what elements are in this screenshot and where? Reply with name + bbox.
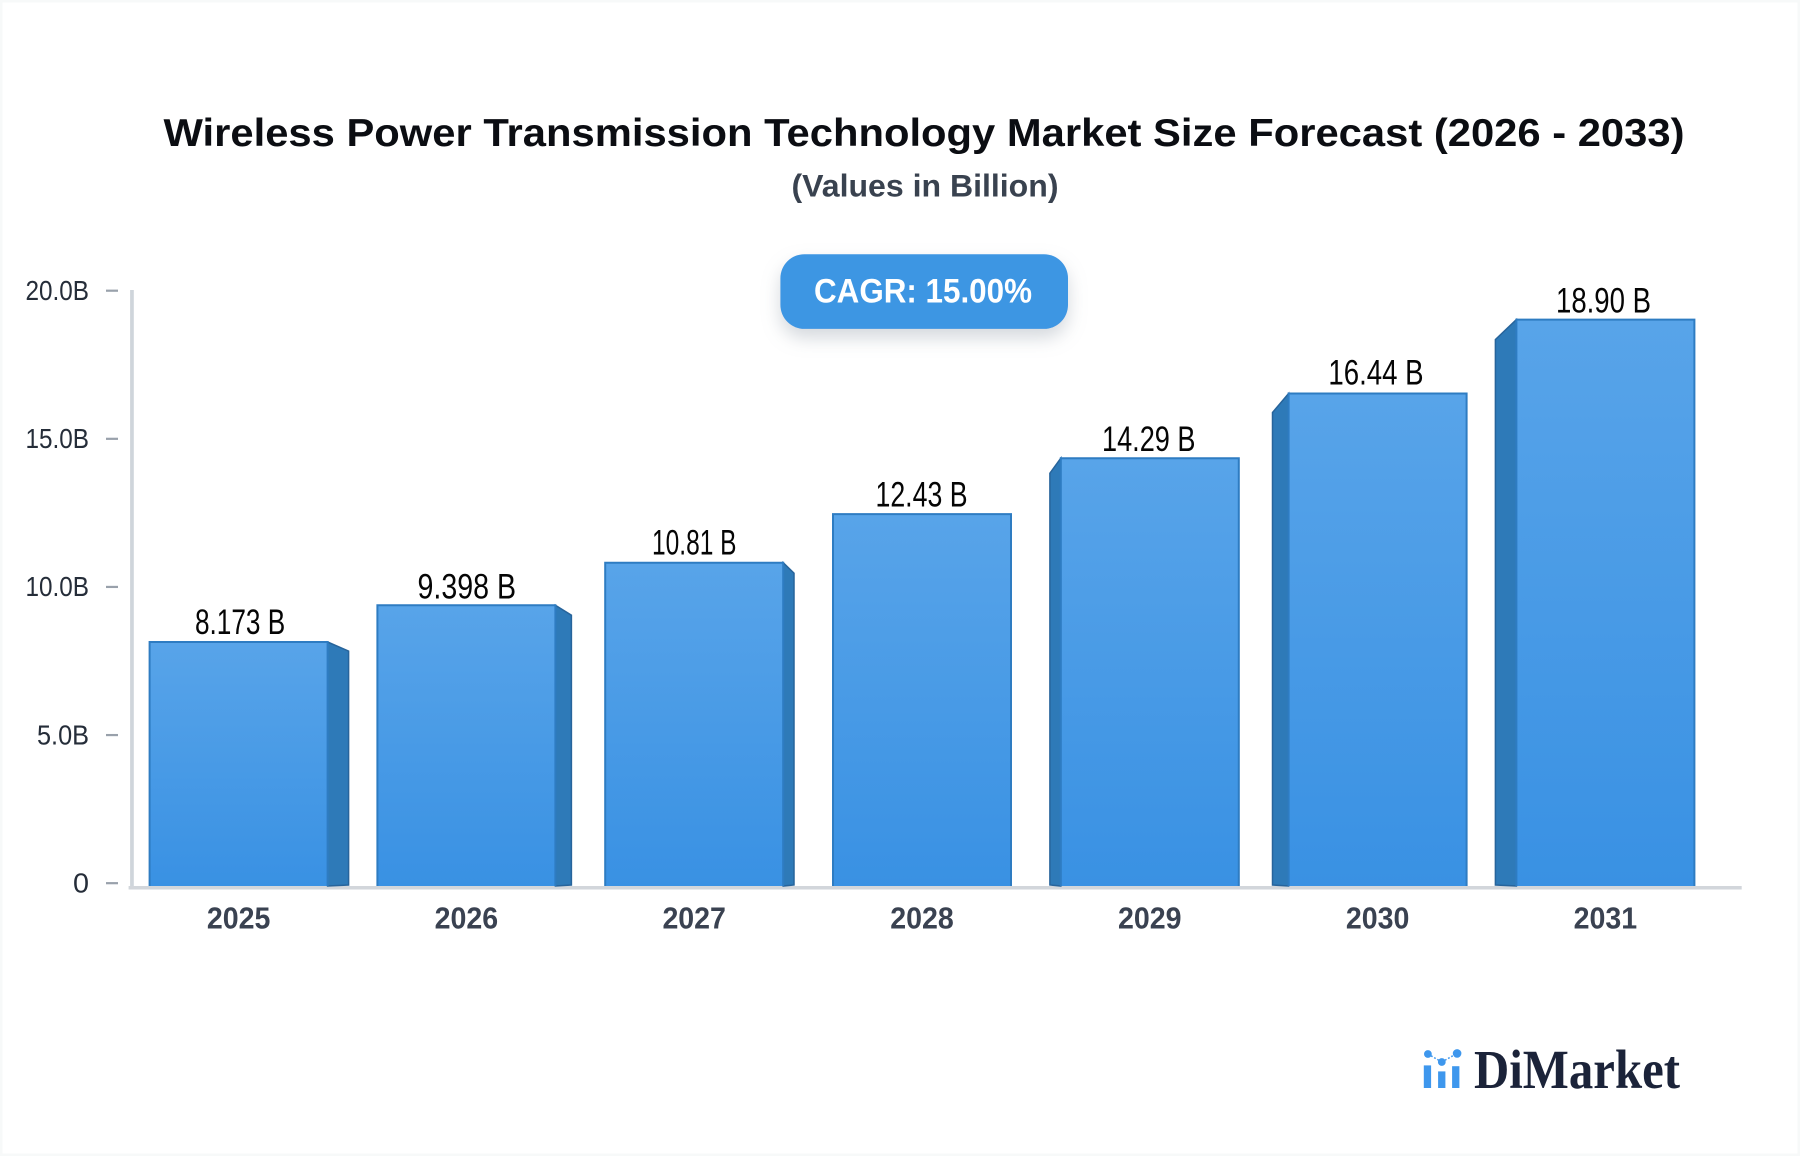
svg-text:2031: 2031: [1574, 901, 1638, 936]
svg-text:2030: 2030: [1346, 901, 1410, 936]
svg-text:0: 0: [73, 867, 89, 898]
svg-text:5.0B: 5.0B: [37, 719, 89, 750]
svg-text:2027: 2027: [662, 901, 726, 936]
svg-text:16.44 B: 16.44 B: [1328, 353, 1423, 392]
svg-text:18.90 B: 18.90 B: [1556, 281, 1651, 320]
svg-text:2029: 2029: [1118, 901, 1182, 936]
svg-text:14.29 B: 14.29 B: [1102, 420, 1196, 459]
svg-text:8.173 B: 8.173 B: [195, 603, 285, 642]
svg-text:Wireless Power Transmission Te: Wireless Power Transmission Technology M…: [164, 112, 1685, 155]
svg-text:2025: 2025: [207, 901, 271, 936]
svg-text:10.81 B: 10.81 B: [652, 524, 737, 563]
svg-text:20.0B: 20.0B: [26, 275, 90, 306]
svg-text:12.43 B: 12.43 B: [876, 476, 968, 515]
svg-text:DiMarket: DiMarket: [1474, 1039, 1681, 1100]
svg-text:2028: 2028: [890, 901, 954, 936]
svg-text:(Values in Billion): (Values in Billion): [792, 168, 1059, 204]
svg-text:15.0B: 15.0B: [26, 423, 90, 454]
svg-text:CAGR: 15.00%: CAGR: 15.00%: [814, 272, 1032, 310]
svg-text:9.398 B: 9.398 B: [418, 568, 517, 607]
svg-text:10.0B: 10.0B: [26, 571, 90, 602]
svg-text:2026: 2026: [435, 901, 499, 936]
